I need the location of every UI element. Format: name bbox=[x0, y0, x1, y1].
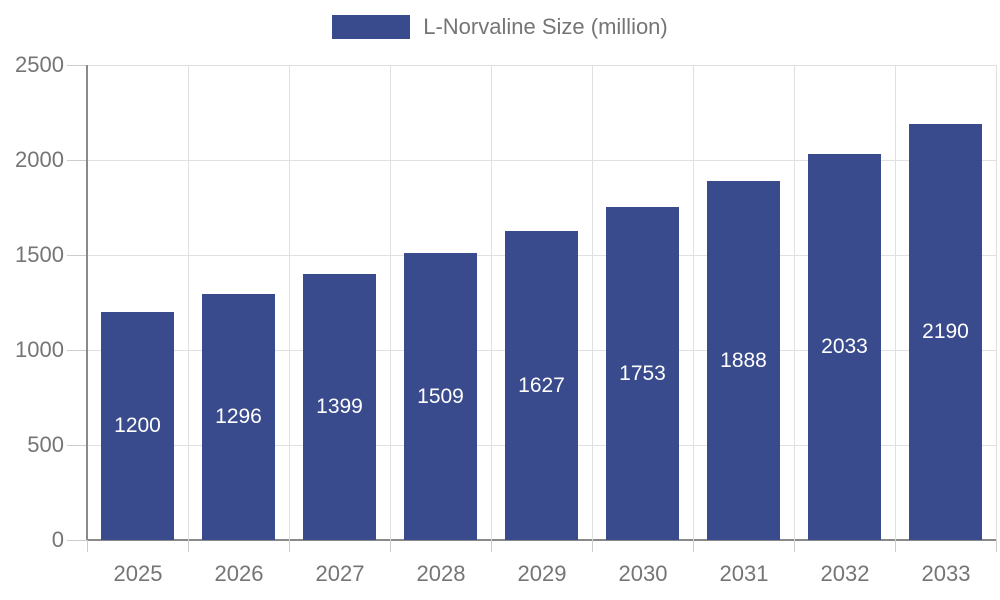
v-gridline bbox=[895, 65, 896, 540]
x-tick-label: 2026 bbox=[214, 561, 264, 586]
y-tick-label: 1000 bbox=[15, 337, 64, 362]
x-tick-label: 2025 bbox=[113, 561, 163, 586]
y-tick bbox=[67, 445, 87, 446]
bar-value-label: 1200 bbox=[114, 414, 161, 437]
x-tick-label: 2032 bbox=[820, 561, 870, 586]
v-gridline bbox=[289, 65, 290, 540]
x-tick bbox=[289, 540, 290, 552]
legend-swatch-icon bbox=[332, 15, 411, 39]
h-gridline bbox=[87, 160, 996, 161]
x-tick bbox=[188, 540, 189, 552]
x-tick-label: 2033 bbox=[921, 561, 971, 586]
x-tick-label: 2028 bbox=[416, 561, 466, 586]
bar bbox=[606, 207, 679, 540]
y-tick-label: 2500 bbox=[15, 52, 64, 77]
bar-value-label: 2033 bbox=[821, 335, 868, 358]
bar bbox=[404, 253, 477, 540]
bar bbox=[303, 274, 376, 540]
bar-value-label: 1627 bbox=[518, 373, 565, 397]
v-gridline bbox=[693, 65, 694, 540]
bar bbox=[707, 181, 780, 540]
y-tick bbox=[67, 350, 87, 351]
h-gridline bbox=[87, 65, 996, 66]
v-gridline bbox=[592, 65, 593, 540]
bar bbox=[909, 124, 982, 540]
bar bbox=[101, 312, 174, 540]
v-gridline bbox=[188, 65, 189, 540]
bar-value-label: 1753 bbox=[619, 361, 666, 385]
bar bbox=[202, 294, 275, 540]
v-gridline bbox=[996, 65, 997, 540]
y-tick bbox=[67, 255, 87, 256]
y-tick-label: 2000 bbox=[15, 147, 64, 172]
x-axis-line bbox=[87, 539, 997, 541]
bar-value-label: 1296 bbox=[215, 405, 262, 428]
v-gridline bbox=[794, 65, 795, 540]
legend-label: L-Norvaline Size (million) bbox=[423, 14, 668, 39]
x-tick bbox=[895, 540, 896, 552]
bar bbox=[505, 231, 578, 540]
y-tick-label: 500 bbox=[27, 432, 64, 457]
x-tick bbox=[390, 540, 391, 552]
bar-value-label: 2190 bbox=[922, 320, 969, 343]
bar-value-label: 1399 bbox=[316, 395, 363, 418]
legend: L-Norvaline Size (million) bbox=[0, 14, 1000, 40]
x-tick bbox=[794, 540, 795, 552]
y-tick bbox=[67, 160, 87, 161]
y-tick bbox=[67, 65, 87, 66]
bar-value-label: 1509 bbox=[417, 384, 464, 408]
x-tick-label: 2031 bbox=[719, 561, 769, 586]
bar-value-label: 1888 bbox=[720, 348, 767, 372]
v-gridline bbox=[390, 65, 391, 540]
bar bbox=[808, 154, 881, 540]
y-axis-line bbox=[86, 65, 88, 540]
y-tick-label: 0 bbox=[51, 527, 64, 552]
x-tick bbox=[693, 540, 694, 552]
x-tick-label: 2030 bbox=[618, 561, 668, 586]
v-gridline bbox=[491, 65, 492, 540]
x-tick bbox=[996, 540, 997, 552]
y-tick-label: 1500 bbox=[15, 242, 64, 267]
x-tick-label: 2029 bbox=[517, 561, 567, 586]
x-tick bbox=[87, 540, 88, 552]
y-tick bbox=[67, 540, 87, 541]
x-tick-label: 2027 bbox=[315, 561, 365, 586]
x-tick bbox=[491, 540, 492, 552]
x-tick bbox=[592, 540, 593, 552]
